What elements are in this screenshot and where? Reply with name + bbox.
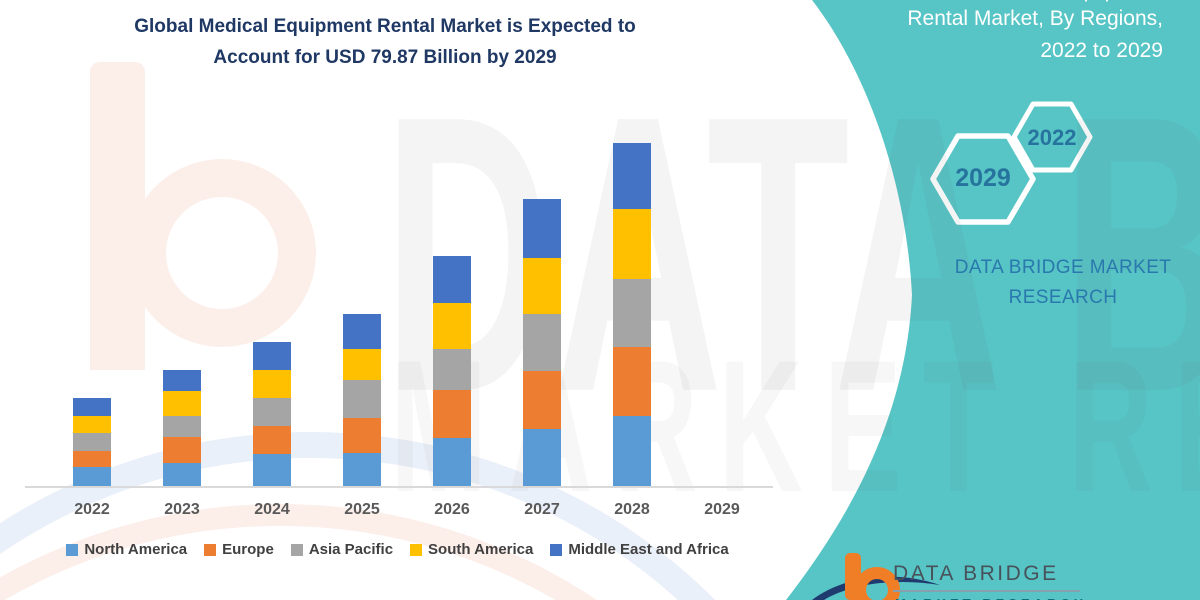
bar-segment-2023-asia-pacific — [163, 416, 201, 437]
bar-segment-2025-asia-pacific — [343, 380, 381, 418]
bar-segment-2024-asia-pacific — [253, 398, 291, 426]
x-axis-label-2026: 2026 — [434, 501, 470, 518]
x-axis-line — [25, 486, 773, 488]
bar-2027 — [523, 0, 561, 486]
page-title-line1: Global Medical Equipment Rental Market i… — [134, 16, 636, 37]
bar-segment-2028-south-america — [613, 209, 651, 279]
footer-brand-text: DATA BRIDGE — [893, 562, 1059, 585]
x-axis-label-2029: 2029 — [704, 501, 740, 518]
bar-segment-2027-europe — [523, 371, 561, 429]
bar-segment-2023-europe — [163, 437, 201, 463]
panel-brand-text: DATA BRIDGE MARKET RESEARCH — [930, 253, 1196, 313]
bar-2028 — [613, 0, 651, 486]
bar-segment-2028-asia-pacific — [613, 279, 651, 347]
legend-swatch-icon — [204, 543, 217, 556]
footer-logo-swoosh — [812, 576, 940, 600]
bar-segment-2028-middle-east-and-africa — [613, 143, 651, 209]
bar-segment-2023-south-america — [163, 391, 201, 416]
bar-segment-2023-middle-east-and-africa — [163, 370, 201, 391]
x-axis-label-2027: 2027 — [524, 501, 560, 518]
bar-segment-2022-europe — [73, 451, 111, 467]
hexagon-2022-label: 2022 — [1027, 125, 1077, 150]
hexagon-2029-label: 2029 — [955, 164, 1011, 192]
legend-label: North America — [84, 541, 188, 558]
legend-label: South America — [428, 541, 534, 558]
footer-brand-underline — [893, 590, 1080, 592]
x-axis-label-2022: 2022 — [74, 501, 110, 518]
legend-item-europe: Europe — [204, 541, 274, 558]
bar-segment-2026-europe — [433, 390, 471, 438]
bar-segment-2026-south-america — [433, 303, 471, 349]
page-title: Global Medical Equipment Rental Market i… — [35, 11, 735, 73]
hexagon-2022 — [1011, 101, 1093, 173]
hexagon-2029 — [930, 133, 1036, 225]
bar-2029 — [703, 0, 741, 486]
bar-segment-2027-asia-pacific — [523, 314, 561, 371]
bar-segment-2025-north-america — [343, 453, 381, 486]
bar-segment-2026-asia-pacific — [433, 349, 471, 390]
bar-segment-2027-middle-east-and-africa — [523, 199, 561, 258]
x-axis-label-2024: 2024 — [254, 501, 290, 518]
bar-segment-2022-middle-east-and-africa — [73, 398, 111, 416]
panel-heading-line1: Rental Market, By Regions, — [907, 7, 1163, 30]
bar-2024 — [253, 0, 291, 486]
watermark-text-line2: MARKET RESEARCH — [390, 321, 1200, 531]
legend-item-asia-pacific: Asia Pacific — [290, 541, 394, 558]
chart-legend: North America Europe Asia Pacific South Ame… — [0, 541, 795, 558]
bar-segment-2024-europe — [253, 426, 291, 454]
bar-segment-2028-north-america — [613, 416, 651, 486]
bar-segment-2026-north-america — [433, 438, 471, 486]
bar-segment-2027-south-america — [523, 258, 561, 314]
legend-label: Asia Pacific — [308, 541, 394, 558]
bar-segment-2022-north-america — [73, 467, 111, 486]
panel-brand-line1: DATA BRIDGE MARKET — [954, 257, 1172, 278]
page-title-line2: Account for USD 79.87 Billion by 2029 — [213, 47, 557, 68]
footer-logo-b-bowl — [854, 567, 900, 600]
bar-segment-2025-europe — [343, 418, 381, 453]
watermark-text-line1: DATA BRIDGE — [383, 35, 1200, 475]
legend-swatch-icon — [550, 543, 563, 556]
bar-2025 — [343, 0, 381, 486]
legend-item-north-america: North America — [66, 541, 187, 558]
footer-sub-text-clipped: MARKET RESEARCH — [895, 596, 1087, 600]
bar-segment-2022-asia-pacific — [73, 433, 111, 451]
bar-segment-2025-middle-east-and-africa — [343, 314, 381, 349]
bar-segment-2027-north-america — [523, 429, 561, 486]
bar-segment-2024-south-america — [253, 370, 291, 398]
bar-2022 — [73, 0, 111, 486]
x-axis-label-2023: 2023 — [164, 501, 200, 518]
panel-heading-line2: 2022 to 2029 — [1040, 39, 1163, 62]
legend-swatch-icon — [66, 543, 79, 556]
legend-swatch-icon — [290, 543, 303, 556]
bar-segment-2028-europe — [613, 347, 651, 416]
bar-segment-2023-north-america — [163, 463, 201, 486]
legend-label: Middle East and Africa — [568, 541, 729, 558]
legend-item-middle-east-and-africa: Middle East and Africa — [550, 541, 729, 558]
panel-brand-line2: RESEARCH — [1008, 287, 1118, 308]
legend-label: Europe — [222, 541, 274, 558]
legend-item-south-america: South America — [410, 541, 533, 558]
bar-segment-2024-middle-east-and-africa — [253, 342, 291, 370]
teal-panel-shape — [786, 0, 1200, 600]
bar-segment-2026-middle-east-and-africa — [433, 256, 471, 303]
x-axis-label-2025: 2025 — [344, 501, 380, 518]
legend-swatch-icon — [410, 543, 423, 556]
bar-segment-2024-north-america — [253, 454, 291, 486]
bar-2023 — [163, 0, 201, 486]
bar-segment-2022-south-america — [73, 416, 111, 433]
x-axis-label-2028: 2028 — [614, 501, 650, 518]
bar-2026 — [433, 0, 471, 486]
panel-heading-clipped: Global Medical Equipment — [918, 0, 1163, 3]
bar-segment-2025-south-america — [343, 349, 381, 380]
